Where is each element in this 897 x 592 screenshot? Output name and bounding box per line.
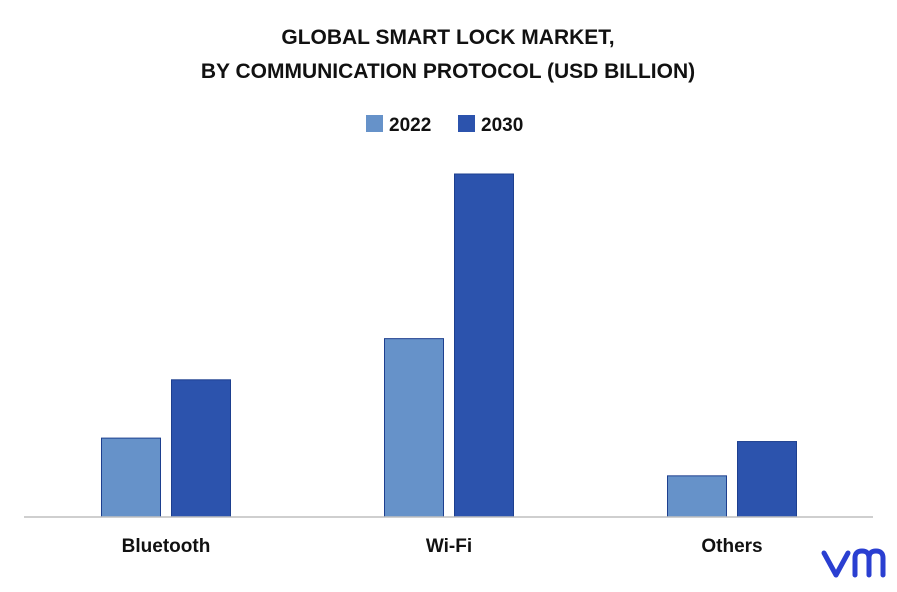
chart-title-line-1: GLOBAL SMART LOCK MARKET, <box>281 26 614 49</box>
legend: 2022 2030 <box>366 115 523 136</box>
bar-bluetooth-2030 <box>171 379 231 518</box>
bars-group <box>101 173 797 518</box>
legend-swatch-2022 <box>366 115 383 132</box>
bar-bluetooth-2022 <box>101 437 161 518</box>
bar-others-2030 <box>737 441 797 518</box>
legend-label-2022: 2022 <box>389 115 431 136</box>
bar-wifi-2022 <box>384 338 444 518</box>
bar-wifi-2030 <box>454 173 514 518</box>
bar-others-2022 <box>667 475 727 518</box>
chart-title-line-2: BY COMMUNICATION PROTOCOL (USD BILLION) <box>201 60 695 83</box>
category-label-bluetooth: Bluetooth <box>122 536 211 557</box>
legend-label-2030: 2030 <box>481 115 523 136</box>
category-label-wifi: Wi-Fi <box>426 536 472 557</box>
legend-swatch-2030 <box>458 115 475 132</box>
vmr-logo <box>821 548 886 578</box>
category-label-others: Others <box>701 536 762 557</box>
